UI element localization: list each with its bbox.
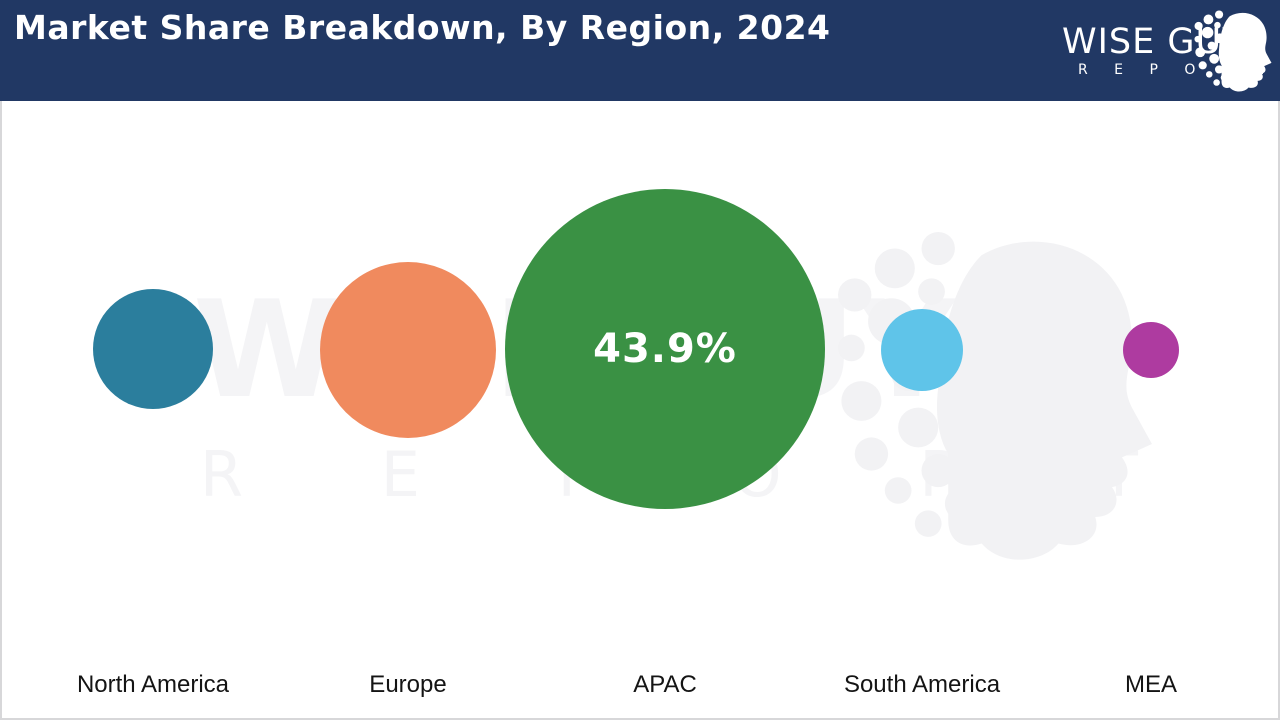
bubble-south-america	[881, 309, 963, 391]
bubble-mea	[1123, 322, 1179, 378]
category-label-south-america: South America	[843, 671, 1001, 698]
category-label-mea: MEA	[1124, 671, 1178, 698]
category-label-north-america: North America	[76, 671, 230, 698]
bubble-north-america	[93, 289, 213, 409]
brand-logo: WISE GUY R E P O R T S	[1026, 4, 1280, 98]
bubble-apac: 43.9%	[505, 189, 825, 509]
page-title: Market Share Breakdown, By Region, 2024	[14, 8, 831, 47]
category-label-apac: APAC	[633, 671, 697, 698]
header-bar: Market Share Breakdown, By Region, 2024 …	[0, 0, 1280, 101]
brand-dotted-head-icon	[1194, 10, 1272, 92]
category-label-europe: Europe	[369, 671, 447, 698]
bubble-value-label: 43.9%	[593, 326, 737, 372]
bubble-europe	[320, 262, 496, 438]
